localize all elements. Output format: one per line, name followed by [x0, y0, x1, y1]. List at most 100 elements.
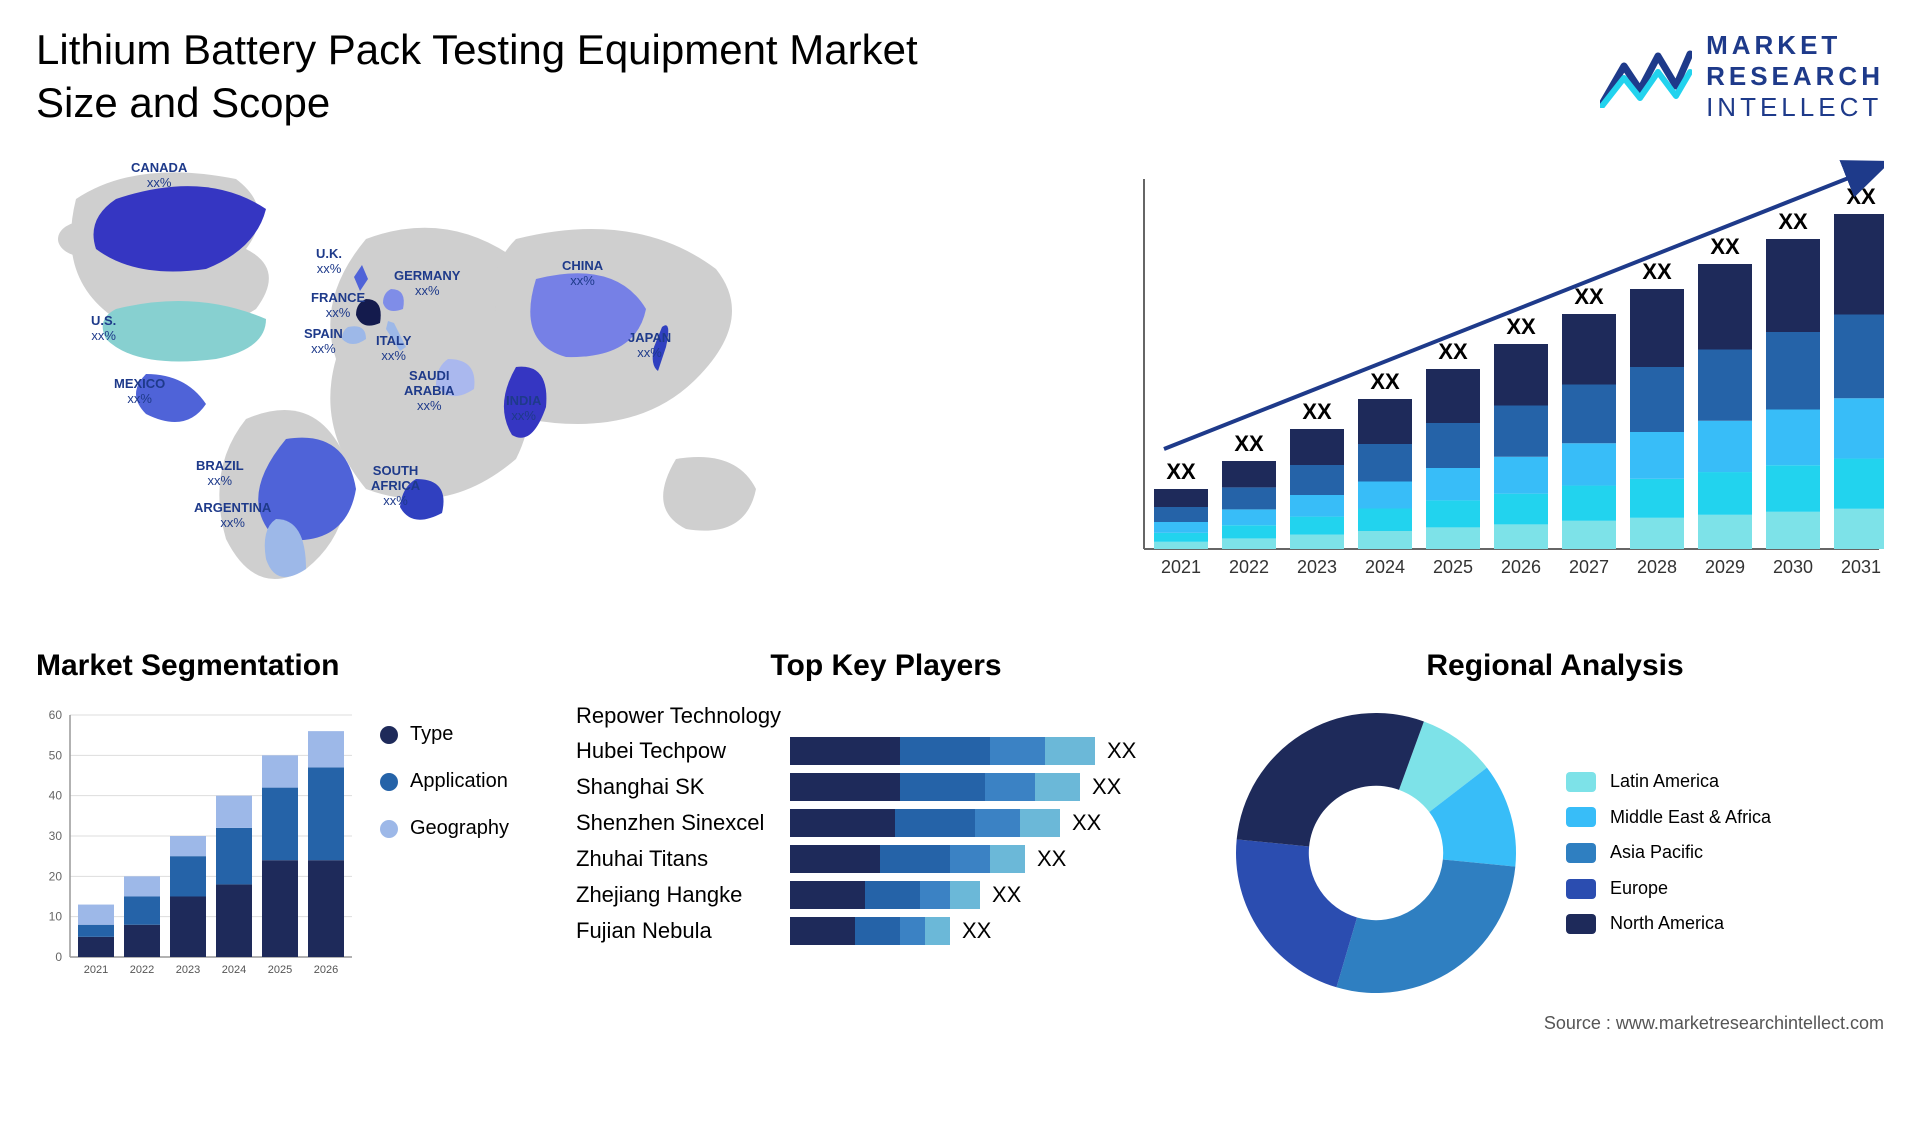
regional-legend-item: Europe	[1566, 878, 1771, 900]
regional-legend-item: Latin America	[1566, 771, 1771, 793]
svg-text:2021: 2021	[1161, 557, 1201, 577]
map-label: BRAZILxx%	[196, 459, 244, 489]
player-bar	[790, 773, 1080, 801]
svg-text:10: 10	[49, 910, 63, 924]
svg-text:60: 60	[49, 708, 63, 722]
svg-text:2026: 2026	[1501, 557, 1541, 577]
player-name: Fujian Nebula	[576, 918, 778, 944]
svg-text:XX: XX	[1642, 259, 1672, 284]
player-bar	[790, 809, 1060, 837]
regional-legend-item: Asia Pacific	[1566, 842, 1771, 864]
svg-text:2023: 2023	[1297, 557, 1337, 577]
player-value: XX	[1107, 738, 1136, 764]
player-value: XX	[962, 918, 991, 944]
segmentation-title: Market Segmentation	[36, 649, 546, 683]
map-label: SOUTHAFRICAxx%	[371, 464, 420, 509]
svg-text:2022: 2022	[1229, 557, 1269, 577]
world-map: CANADAxx% U.S.xx% MEXICOxx% BRAZILxx% ARGENT…	[36, 159, 906, 589]
player-value: XX	[1072, 810, 1101, 836]
svg-text:XX: XX	[1302, 399, 1332, 424]
svg-text:XX: XX	[1778, 209, 1808, 234]
svg-text:2026: 2026	[314, 964, 338, 976]
map-label: U.K.xx%	[316, 247, 342, 277]
svg-text:50: 50	[49, 748, 63, 762]
player-row: Fujian Nebula XX	[576, 917, 1196, 945]
players-top-label: Repower Technology	[576, 703, 781, 729]
regional-legend-item: North America	[1566, 913, 1771, 935]
svg-text:30: 30	[49, 829, 63, 843]
player-name: Shenzhen Sinexcel	[576, 810, 778, 836]
svg-text:2024: 2024	[1365, 557, 1405, 577]
map-label: SPAINxx%	[304, 327, 343, 357]
svg-text:2022: 2022	[130, 964, 154, 976]
svg-text:XX: XX	[1506, 314, 1536, 339]
map-label: U.S.xx%	[91, 314, 116, 344]
svg-text:XX: XX	[1710, 234, 1740, 259]
player-name: Hubei Techpow	[576, 738, 778, 764]
segmentation-chart: 0 10 20 30 40 50 60 2021 2022 2023 2024 2025 2026	[36, 703, 356, 983]
player-bar	[790, 845, 1025, 873]
players-title: Top Key Players	[576, 649, 1196, 683]
brand-line3: INTELLECT	[1706, 92, 1884, 123]
map-label: INDIAxx%	[506, 394, 541, 424]
map-label: SAUDIARABIAxx%	[404, 369, 455, 414]
map-label: JAPANxx%	[628, 331, 671, 361]
player-name: Zhejiang Hangke	[576, 882, 778, 908]
svg-text:XX: XX	[1370, 369, 1400, 394]
brand-line1: MARKET	[1706, 30, 1884, 61]
segmentation-legend-item: Application	[380, 770, 509, 793]
segmentation-legend-item: Type	[380, 723, 509, 746]
svg-text:40: 40	[49, 789, 63, 803]
svg-text:XX: XX	[1234, 431, 1264, 456]
svg-text:20: 20	[49, 869, 63, 883]
svg-text:0: 0	[55, 950, 62, 964]
source-text: Source : www.marketresearchintellect.com	[1544, 1013, 1884, 1034]
svg-text:XX: XX	[1438, 339, 1468, 364]
map-label: CANADAxx%	[131, 161, 187, 191]
brand-line2: RESEARCH	[1706, 61, 1884, 92]
brand-logo-icon	[1600, 46, 1692, 108]
svg-text:2025: 2025	[1433, 557, 1473, 577]
segmentation-legend-item: Geography	[380, 817, 509, 840]
main-bar-chart: XX 2021 XX 2022 XX 2023 XX 2024 XX 2025 XX 2026 XX 20…	[906, 159, 1884, 589]
regional-legend-item: Middle East & Africa	[1566, 807, 1771, 829]
svg-text:2025: 2025	[268, 964, 292, 976]
svg-text:2024: 2024	[222, 964, 246, 976]
player-row: Zhuhai Titans XX	[576, 845, 1196, 873]
page-title: Lithium Battery Pack Testing Equipment M…	[36, 24, 956, 129]
svg-text:2021: 2021	[84, 964, 108, 976]
regional-title: Regional Analysis	[1226, 649, 1884, 683]
regional-legend: Latin America Middle East & Africa Asia Pa…	[1566, 771, 1771, 935]
svg-text:XX: XX	[1574, 284, 1604, 309]
player-value: XX	[1037, 846, 1066, 872]
player-row: Shanghai SK XX	[576, 773, 1196, 801]
svg-text:2031: 2031	[1841, 557, 1881, 577]
player-bar	[790, 737, 1095, 765]
svg-text:2029: 2029	[1705, 557, 1745, 577]
player-row: Shenzhen Sinexcel XX	[576, 809, 1196, 837]
players-list: Repower Technology Hubei TechpowXXShangh…	[576, 703, 1196, 945]
player-value: XX	[992, 882, 1021, 908]
map-label: GERMANYxx%	[394, 269, 460, 299]
map-label: ARGENTINAxx%	[194, 501, 271, 531]
player-value: XX	[1092, 774, 1121, 800]
player-bar	[790, 881, 980, 909]
world-map-svg	[36, 159, 906, 589]
map-label: CHINAxx%	[562, 259, 603, 289]
brand-logo: MARKET RESEARCH INTELLECT	[1600, 24, 1884, 123]
svg-text:2028: 2028	[1637, 557, 1677, 577]
player-name: Shanghai SK	[576, 774, 778, 800]
player-row: Hubei Techpow XX	[576, 737, 1196, 765]
player-row: Zhejiang Hangke XX	[576, 881, 1196, 909]
svg-text:2023: 2023	[176, 964, 200, 976]
map-label: ITALYxx%	[376, 334, 411, 364]
svg-text:2030: 2030	[1773, 557, 1813, 577]
player-name: Zhuhai Titans	[576, 846, 778, 872]
svg-text:XX: XX	[1166, 459, 1196, 484]
svg-text:XX: XX	[1846, 184, 1876, 209]
map-label: MEXICOxx%	[114, 377, 165, 407]
segmentation-legend: Type Application Geography	[380, 723, 509, 840]
map-label: FRANCExx%	[311, 291, 365, 321]
svg-text:2027: 2027	[1569, 557, 1609, 577]
regional-donut-chart	[1226, 703, 1526, 1003]
